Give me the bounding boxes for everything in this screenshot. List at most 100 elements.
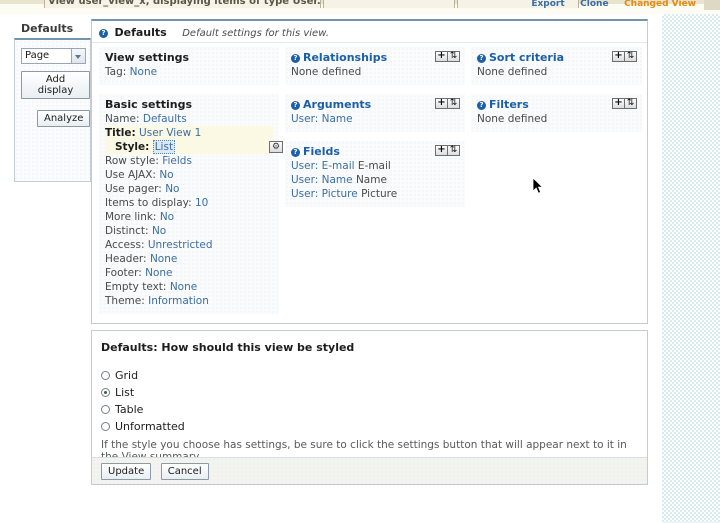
bucket-controls[interactable] (435, 96, 460, 111)
row-footer[interactable]: Footer: None (105, 266, 273, 280)
top-links[interactable]: Export Clone Changed View (519, 0, 696, 9)
row-label: Row style: (105, 155, 159, 167)
summary-column-3: ?Sort criteria None defined ?Filters Non… (471, 47, 642, 141)
row-value-link[interactable]: User: Name (291, 113, 353, 125)
row-use-ajax[interactable]: Use AJAX: No (105, 168, 273, 182)
bucket-title[interactable]: ? Sort criteria (477, 51, 636, 64)
row-field-email[interactable]: User: E-mail E-mail (291, 159, 459, 173)
radio-option-list[interactable]: List (101, 386, 134, 400)
row-none-defined: None defined (477, 112, 636, 126)
gear-icon[interactable] (269, 140, 283, 154)
row-suffix: Name (355, 174, 387, 186)
row-value-link[interactable]: No (165, 183, 180, 195)
row-value-link[interactable]: Information (148, 295, 209, 307)
row-label: Use pager: (105, 183, 162, 195)
row-value-link[interactable]: No (151, 225, 167, 237)
radio-icon[interactable] (101, 405, 110, 414)
row-value-link[interactable]: User: Name (291, 174, 353, 186)
row-title[interactable]: Title: User View 1 (105, 126, 273, 140)
rearrange-icon[interactable] (447, 96, 460, 111)
row-empty-text[interactable]: Empty text: None (105, 280, 273, 294)
row-value-link[interactable]: User View 1 (139, 127, 202, 139)
help-icon[interactable]: ? (477, 101, 486, 110)
row-items-to-display[interactable]: Items to display: 10 (105, 196, 273, 210)
row-tag[interactable]: Tag: None (105, 65, 273, 79)
bucket-controls[interactable] (612, 96, 637, 111)
row-row-style[interactable]: Row style: Fields (105, 154, 273, 168)
add-display-button[interactable]: Add display (21, 71, 90, 99)
row-value-link[interactable]: No (159, 211, 175, 223)
display-type-select[interactable]: Page (21, 48, 86, 64)
row-label: Access: (105, 239, 145, 251)
summary-column-1: View settings Tag: None Basic settings N… (99, 47, 283, 323)
row-access[interactable]: Access: Unrestricted (105, 238, 273, 252)
export-link[interactable]: Export (531, 0, 565, 9)
row-value-link[interactable]: Unrestricted (147, 239, 213, 251)
help-icon[interactable]: ? (291, 101, 300, 110)
form-actions: Update Cancel (92, 457, 647, 484)
row-value-link[interactable]: None (149, 253, 178, 265)
sidebar-body: Page Add display Analyze (14, 38, 91, 182)
row-use-pager[interactable]: Use pager: No (105, 182, 273, 196)
clone-link[interactable]: Clone (580, 0, 609, 9)
help-icon[interactable]: ? (291, 148, 300, 157)
row-value-link[interactable]: No (159, 169, 174, 181)
display-sidebar: Defaults Page Add display Analyze (14, 19, 91, 182)
row-value-link[interactable]: 10 (195, 197, 209, 209)
row-more-link[interactable]: More link: No (105, 210, 273, 224)
row-argument-user-name[interactable]: User: Name (291, 112, 459, 126)
rearrange-icon[interactable] (447, 49, 460, 64)
update-button[interactable]: Update (101, 463, 152, 480)
bucket-controls[interactable] (435, 143, 460, 158)
view-summary-panel: ? Defaults Default settings for this vie… (91, 19, 648, 324)
radio-option-grid[interactable]: Grid (101, 369, 138, 383)
bucket-controls[interactable] (435, 49, 460, 64)
row-name[interactable]: Name: Defaults (105, 112, 273, 126)
radio-option-unformatted[interactable]: Unformatted (101, 420, 185, 434)
rearrange-icon[interactable] (624, 49, 637, 64)
help-icon[interactable]: ? (291, 54, 300, 63)
bucket-title[interactable]: ? Fields (291, 145, 459, 158)
bucket-title-text: Filters (489, 98, 529, 111)
bucket-title-text: Arguments (303, 98, 372, 111)
row-value-link[interactable]: User: Picture (291, 188, 358, 200)
mouse-cursor (533, 178, 544, 194)
row-value-link[interactable]: User: E-mail (291, 160, 355, 172)
row-value-link[interactable]: None (169, 281, 198, 293)
bucket-title[interactable]: ? Arguments (291, 98, 459, 111)
bucket-title: Basic settings (105, 98, 193, 111)
bucket-title[interactable]: ? Relationships (291, 51, 459, 64)
row-field-name[interactable]: User: Name Name (291, 173, 459, 187)
row-value-link[interactable]: List (152, 140, 176, 154)
radio-icon[interactable] (101, 388, 110, 397)
row-none-defined: None defined (477, 65, 636, 79)
bucket-title[interactable]: ? Filters (477, 98, 636, 111)
bucket-title: View settings (105, 51, 190, 64)
chevron-down-icon[interactable] (71, 49, 85, 63)
row-field-picture[interactable]: User: Picture Picture (291, 187, 459, 201)
help-icon[interactable]: ? (477, 54, 486, 63)
help-icon[interactable]: ? (99, 29, 108, 38)
row-header[interactable]: Header: None (105, 252, 273, 266)
rearrange-icon[interactable] (624, 96, 637, 111)
row-value-link[interactable]: Fields (162, 155, 192, 167)
view-title-text: View user_view_x, displaying items of ty… (48, 0, 321, 7)
row-distinct[interactable]: Distinct: No (105, 224, 273, 238)
row-value-link[interactable]: None (145, 267, 173, 279)
top-box-right (457, 0, 579, 8)
cancel-button[interactable]: Cancel (160, 463, 209, 480)
bucket-controls[interactable] (612, 49, 637, 64)
row-value-link[interactable]: Defaults (142, 113, 187, 125)
radio-option-table[interactable]: Table (101, 403, 143, 417)
row-value-link[interactable]: None (129, 66, 158, 78)
row-theme[interactable]: Theme: Information (105, 294, 273, 308)
radio-icon[interactable] (101, 422, 110, 431)
row-label: None defined (477, 66, 548, 78)
row-style[interactable]: Style: List (105, 140, 283, 154)
changed-view-link[interactable]: Changed View (624, 0, 696, 9)
rearrange-icon[interactable] (447, 143, 460, 158)
bucket-title-text: Fields (303, 145, 340, 158)
radio-icon[interactable] (101, 371, 110, 380)
analyze-button[interactable]: Analyze (37, 110, 91, 127)
sidebar-tab-defaults[interactable]: Defaults (14, 19, 91, 39)
